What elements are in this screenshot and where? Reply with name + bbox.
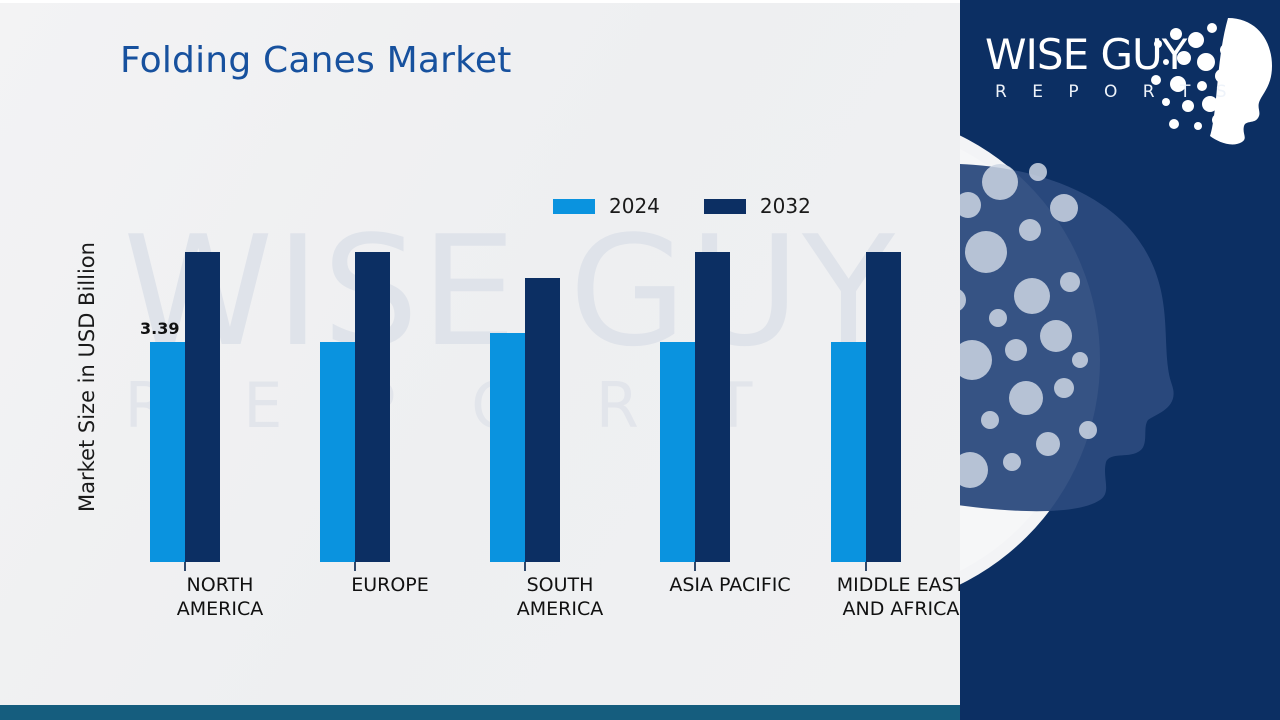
bottom-accent-strip	[0, 705, 1180, 720]
axis-tick	[865, 562, 867, 571]
bar-group	[490, 240, 560, 562]
bar-2032[interactable]	[355, 252, 390, 562]
axis-tick	[694, 562, 696, 571]
bar-2024[interactable]	[490, 333, 525, 562]
bar-chart-plot-area: 3.39 NORTH AMERICA EUROPE SOUTH AMERICA ASIA…	[70, 240, 965, 620]
bar-2032[interactable]	[185, 252, 220, 562]
axis-tick	[354, 562, 356, 571]
legend-item-2032[interactable]: 2032	[703, 194, 811, 218]
bar-2032[interactable]	[525, 278, 560, 562]
bar-2032[interactable]	[695, 252, 730, 562]
page-title: Folding Canes Market	[120, 40, 512, 81]
legend-label-2032: 2032	[759, 194, 811, 218]
bar-2024[interactable]	[831, 342, 866, 562]
bar-group	[320, 240, 390, 562]
x-axis-category-label: ASIA PACIFIC	[669, 574, 791, 596]
x-axis-category-label: MIDDLE EAST AND AFRICA	[836, 574, 966, 621]
top-hairline	[0, 0, 960, 3]
bar-value-label: 3.39	[140, 319, 180, 338]
brand-logo: WISE GUY R E P O R T S	[985, 30, 1260, 115]
x-axis-category-label: EUROPE	[351, 574, 429, 596]
bar-group	[660, 240, 730, 562]
bar-2024[interactable]: 3.39	[140, 319, 185, 562]
axis-tick	[184, 562, 186, 571]
bar-group	[831, 240, 901, 562]
x-axis-category-label: NORTH AMERICA	[176, 574, 264, 621]
legend-label-2024: 2024	[609, 194, 660, 218]
x-axis-category-label: SOUTH AMERICA	[516, 574, 604, 621]
brand-name-top: WISE GUY	[985, 30, 1187, 79]
bar-2024[interactable]	[660, 342, 695, 562]
bar-2032[interactable]	[866, 252, 901, 562]
legend-item-2024[interactable]: 2024	[553, 194, 660, 218]
brand-name-bottom: R E P O R T S	[995, 82, 1237, 102]
legend-swatch-2024-icon	[553, 198, 595, 214]
axis-tick	[524, 562, 526, 571]
legend-swatch-2032-icon	[703, 198, 746, 214]
head-profile-dots-icon	[960, 18, 1272, 512]
brand-panel: WISE GUY R E P O R T S	[960, 0, 1280, 720]
chart-legend: 2024 2032	[553, 194, 811, 218]
bar-2024[interactable]	[320, 342, 355, 562]
bar-group: 3.39	[140, 240, 220, 562]
